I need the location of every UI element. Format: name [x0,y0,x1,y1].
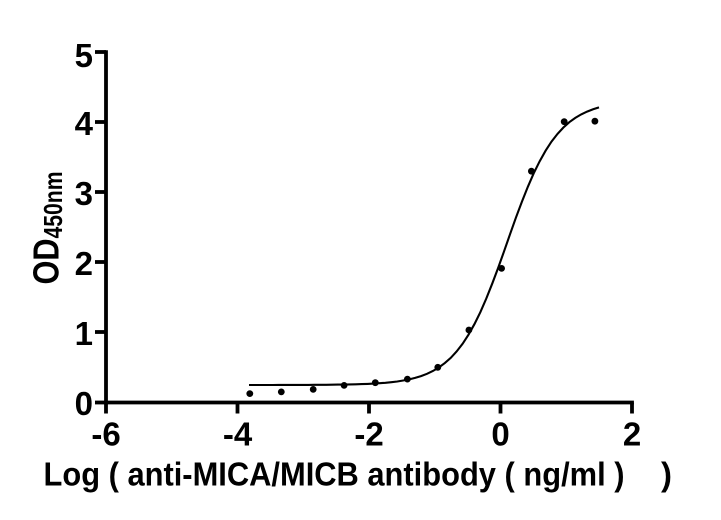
svg-text:0: 0 [75,385,93,422]
svg-text:4: 4 [75,105,94,142]
svg-text:-4: -4 [223,416,253,453]
svg-text:-2: -2 [354,416,383,453]
svg-text:2: 2 [75,245,93,282]
svg-text:): ) [661,456,672,493]
svg-text:5: 5 [75,37,93,74]
svg-text:OD: OD [26,239,67,285]
svg-text:0: 0 [491,416,509,453]
svg-text:3: 3 [75,175,93,212]
svg-text:Log ( anti-MICA/MICB antibody: Log ( anti-MICA/MICB antibody ( ng/ml ) [44,456,625,493]
svg-text:2: 2 [623,416,641,453]
svg-text:1: 1 [75,315,93,352]
svg-text:-6: -6 [91,416,120,453]
svg-text:450nm: 450nm [38,172,68,239]
